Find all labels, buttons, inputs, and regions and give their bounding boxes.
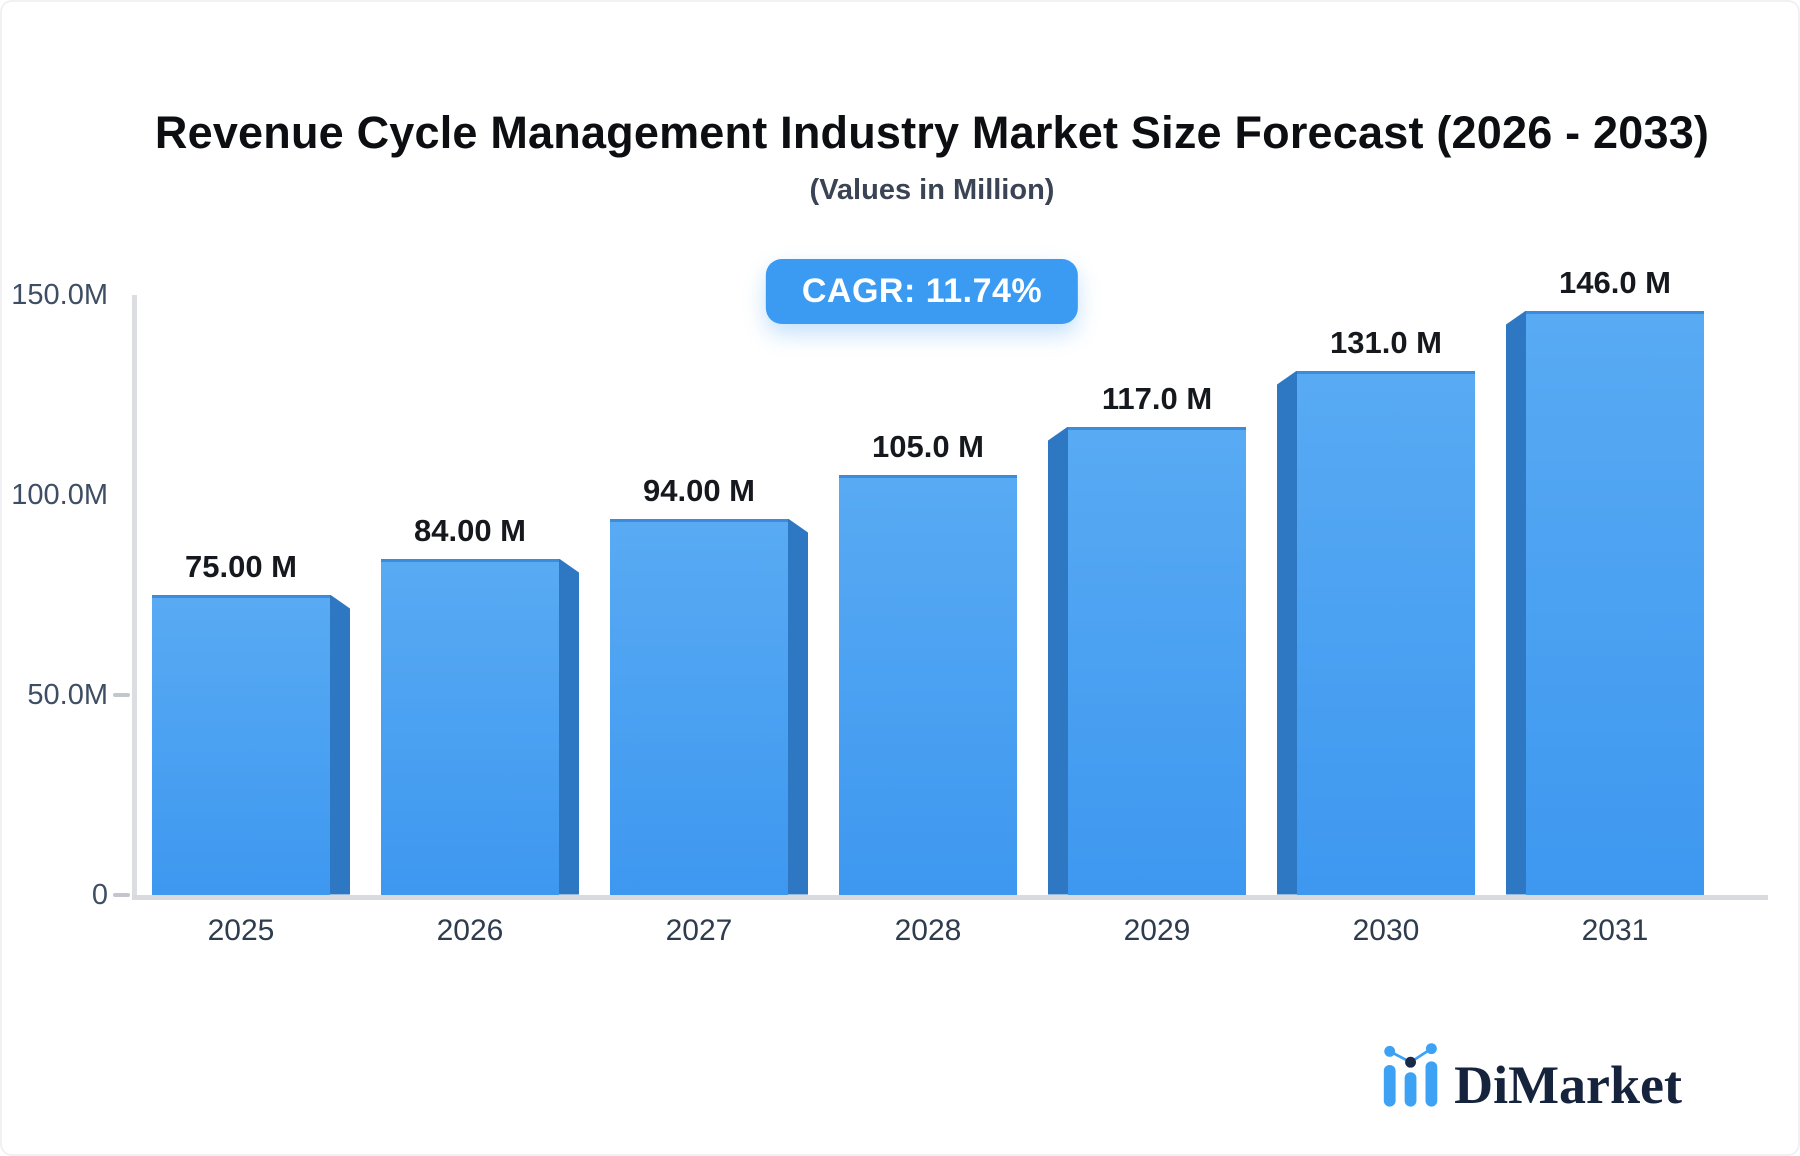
- bar-value-label: 131.0 M: [1329, 324, 1442, 360]
- x-axis-label-2025: 2025: [207, 913, 275, 947]
- bar-series: 75.00 M 2025 84.00 M 2026 94.00 M 2027 105.0 M…: [152, 265, 1704, 947]
- bar-3d-bevel: [1506, 310, 1526, 895]
- x-axis-line: [132, 894, 1768, 900]
- bar-face-2025[interactable]: [152, 594, 330, 895]
- y-axis-label-150.0M: 150.0M: [11, 278, 108, 311]
- y-axis-tick-mark: [113, 692, 130, 697]
- bar-value-label: 94.00 M: [642, 472, 755, 508]
- cagr-badge: CAGR: 11.74%: [765, 258, 1079, 324]
- bar-2028[interactable]: 105.0 M 2028: [839, 429, 1017, 947]
- bar-face-2030[interactable]: [1297, 370, 1475, 895]
- y-axis-label-50.0M: 50.0M: [27, 678, 108, 711]
- bar-2027[interactable]: 94.00 M 2027: [610, 473, 808, 947]
- x-axis-label-2030: 2030: [1352, 913, 1420, 947]
- bar-value-label: 105.0 M: [871, 428, 984, 464]
- bar-face-2027[interactable]: [610, 518, 788, 895]
- bar-2025[interactable]: 75.00 M 2025: [152, 549, 350, 947]
- y-axis-tick-mark: [113, 892, 130, 897]
- bar-value-label: 146.0 M: [1558, 264, 1671, 300]
- bar-face-2029[interactable]: [1068, 426, 1246, 895]
- x-axis-label-2028: 2028: [894, 913, 962, 947]
- bar-face-2031[interactable]: [1526, 310, 1704, 895]
- brand-logo: DiMarket: [1382, 1041, 1682, 1112]
- x-axis-label-2027: 2027: [665, 913, 733, 947]
- y-axis-label-100.0M: 100.0M: [11, 478, 108, 511]
- bar-2026[interactable]: 84.00 M 2026: [381, 513, 579, 947]
- bar-3d-bevel: [559, 558, 579, 895]
- bar-line-chart-icon: [1382, 1041, 1440, 1112]
- bar-3d-bevel: [1048, 426, 1068, 895]
- bar-3d-bevel: [788, 518, 808, 895]
- chart-header: Revenue Cycle Management Industry Market…: [34, 2, 1798, 207]
- bar-value-label: 117.0 M: [1101, 380, 1213, 416]
- x-axis-label-2026: 2026: [436, 913, 504, 947]
- page-title: Revenue Cycle Management Industry Market…: [154, 107, 1710, 158]
- bar-3d-bevel: [330, 594, 350, 895]
- y-axis-line: [132, 294, 137, 898]
- bar-2031[interactable]: 146.0 M 2031: [1506, 265, 1704, 947]
- x-axis-label-2031: 2031: [1581, 913, 1649, 947]
- bar-3d-bevel: [1277, 370, 1297, 895]
- bar-2030[interactable]: 131.0 M 2030: [1277, 325, 1475, 947]
- bar-face-2026[interactable]: [381, 558, 559, 895]
- x-axis-label-2029: 2029: [1123, 913, 1191, 947]
- chart-subtitle: (Values in Million): [809, 173, 1055, 206]
- brand-name: DiMarket: [1454, 1055, 1682, 1115]
- bar-value-label: 84.00 M: [413, 512, 526, 548]
- bar-value-label: 75.00 M: [184, 548, 297, 584]
- bar-chart: CAGR: 11.74% 0 50.0M 100.0M 150.0M 75.00 M 2…: [2, 258, 1798, 947]
- bar-face-2028[interactable]: [839, 474, 1017, 895]
- y-axis-label-0: 0: [91, 878, 108, 911]
- bar-2029[interactable]: 117.0 M 2029: [1048, 381, 1246, 947]
